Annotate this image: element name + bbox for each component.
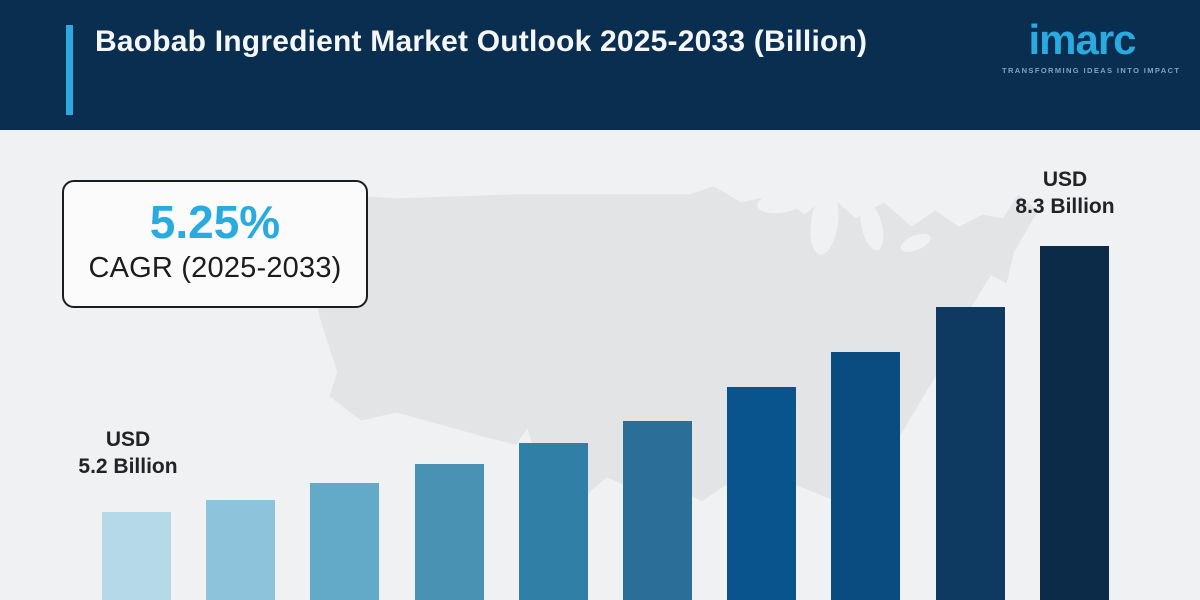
- bar-2: [206, 500, 275, 600]
- bar-1: [102, 512, 171, 600]
- chart-area: 5.25% CAGR (2025-2033) USD 5.2 Billion U…: [0, 130, 1200, 600]
- title-accent-bar: [66, 25, 73, 115]
- last-bar-value-amount: 8.3 Billion: [1015, 195, 1115, 218]
- bar-5: [519, 443, 588, 600]
- cagr-value: 5.25%: [149, 196, 281, 248]
- logo-wordmark: imarc: [1028, 16, 1136, 63]
- first-bar-value-currency: USD: [105, 428, 151, 451]
- bar-9: [936, 307, 1005, 600]
- bar-3: [310, 483, 379, 600]
- bar-7: [727, 387, 796, 600]
- cagr-badge: 5.25% CAGR (2025-2033): [62, 180, 368, 308]
- page-title: Baobab Ingredient Market Outlook 2025-20…: [95, 25, 868, 58]
- last-bar-value-label: USD 8.3 Billion: [980, 166, 1150, 220]
- imarc-logo: imarc TRANSFORMING IDEAS INTO IMPACT: [1002, 16, 1181, 75]
- logo-tagline: TRANSFORMING IDEAS INTO IMPACT: [1002, 66, 1181, 75]
- bar-6: [623, 421, 692, 600]
- last-bar-value-currency: USD: [1042, 168, 1088, 191]
- bar-10: [1040, 246, 1109, 600]
- first-bar-value-label: USD 5.2 Billion: [43, 426, 213, 480]
- cagr-period-label: CAGR (2025-2033): [88, 252, 342, 284]
- header: Baobab Ingredient Market Outlook 2025-20…: [0, 0, 1200, 130]
- bar-4: [415, 464, 484, 600]
- bar-8: [831, 352, 900, 600]
- first-bar-value-amount: 5.2 Billion: [78, 455, 178, 478]
